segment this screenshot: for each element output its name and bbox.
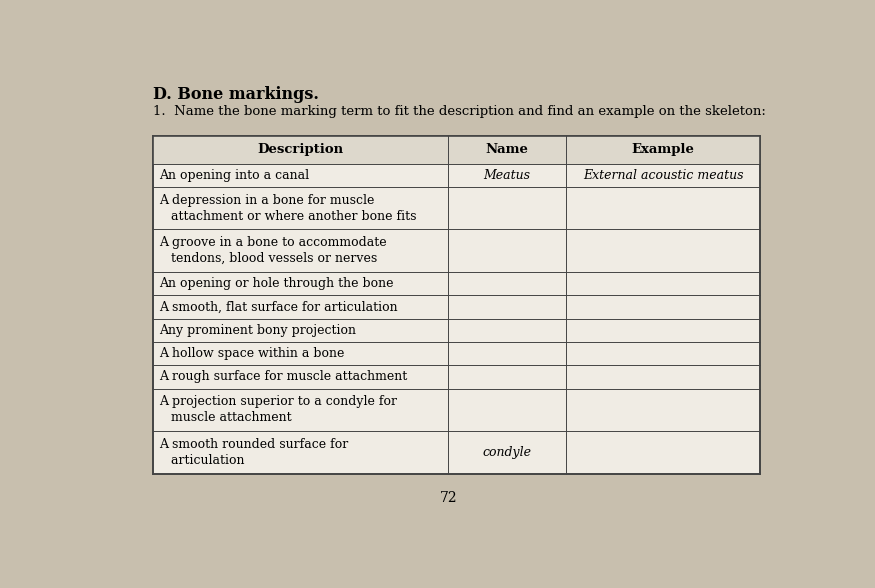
Text: Name: Name [486,143,528,156]
Text: A groove in a bone to accommodate
   tendons, blood vessels or nerves: A groove in a bone to accommodate tendon… [159,236,387,265]
Text: 1.  Name the bone marking term to fit the description and find an example on the: 1. Name the bone marking term to fit the… [153,105,767,118]
Text: condyle: condyle [482,446,531,459]
Text: External acoustic meatus: External acoustic meatus [583,169,744,182]
Text: 72: 72 [439,491,458,505]
Text: Any prominent bony projection: Any prominent bony projection [159,324,356,337]
Text: An opening or hole through the bone: An opening or hole through the bone [159,277,394,290]
Bar [153,136,760,473]
Text: Example: Example [632,143,695,156]
Text: An opening into a canal: An opening into a canal [159,169,309,182]
Text: D. Bone markings.: D. Bone markings. [153,86,319,103]
Text: A smooth, flat surface for articulation: A smooth, flat surface for articulation [159,300,397,313]
Text: A smooth rounded surface for
   articulation: A smooth rounded surface for articulatio… [159,437,348,467]
Text: Meatus: Meatus [484,169,530,182]
Text: A rough surface for muscle attachment: A rough surface for muscle attachment [159,370,407,383]
Text: A hollow space within a bone: A hollow space within a bone [159,347,344,360]
Text: A depression in a bone for muscle
   attachment or where another bone fits: A depression in a bone for muscle attach… [159,193,416,223]
Text: A projection superior to a condyle for
   muscle attachment: A projection superior to a condyle for m… [159,395,397,425]
Text: Description: Description [257,143,344,156]
Bar [153,136,760,163]
